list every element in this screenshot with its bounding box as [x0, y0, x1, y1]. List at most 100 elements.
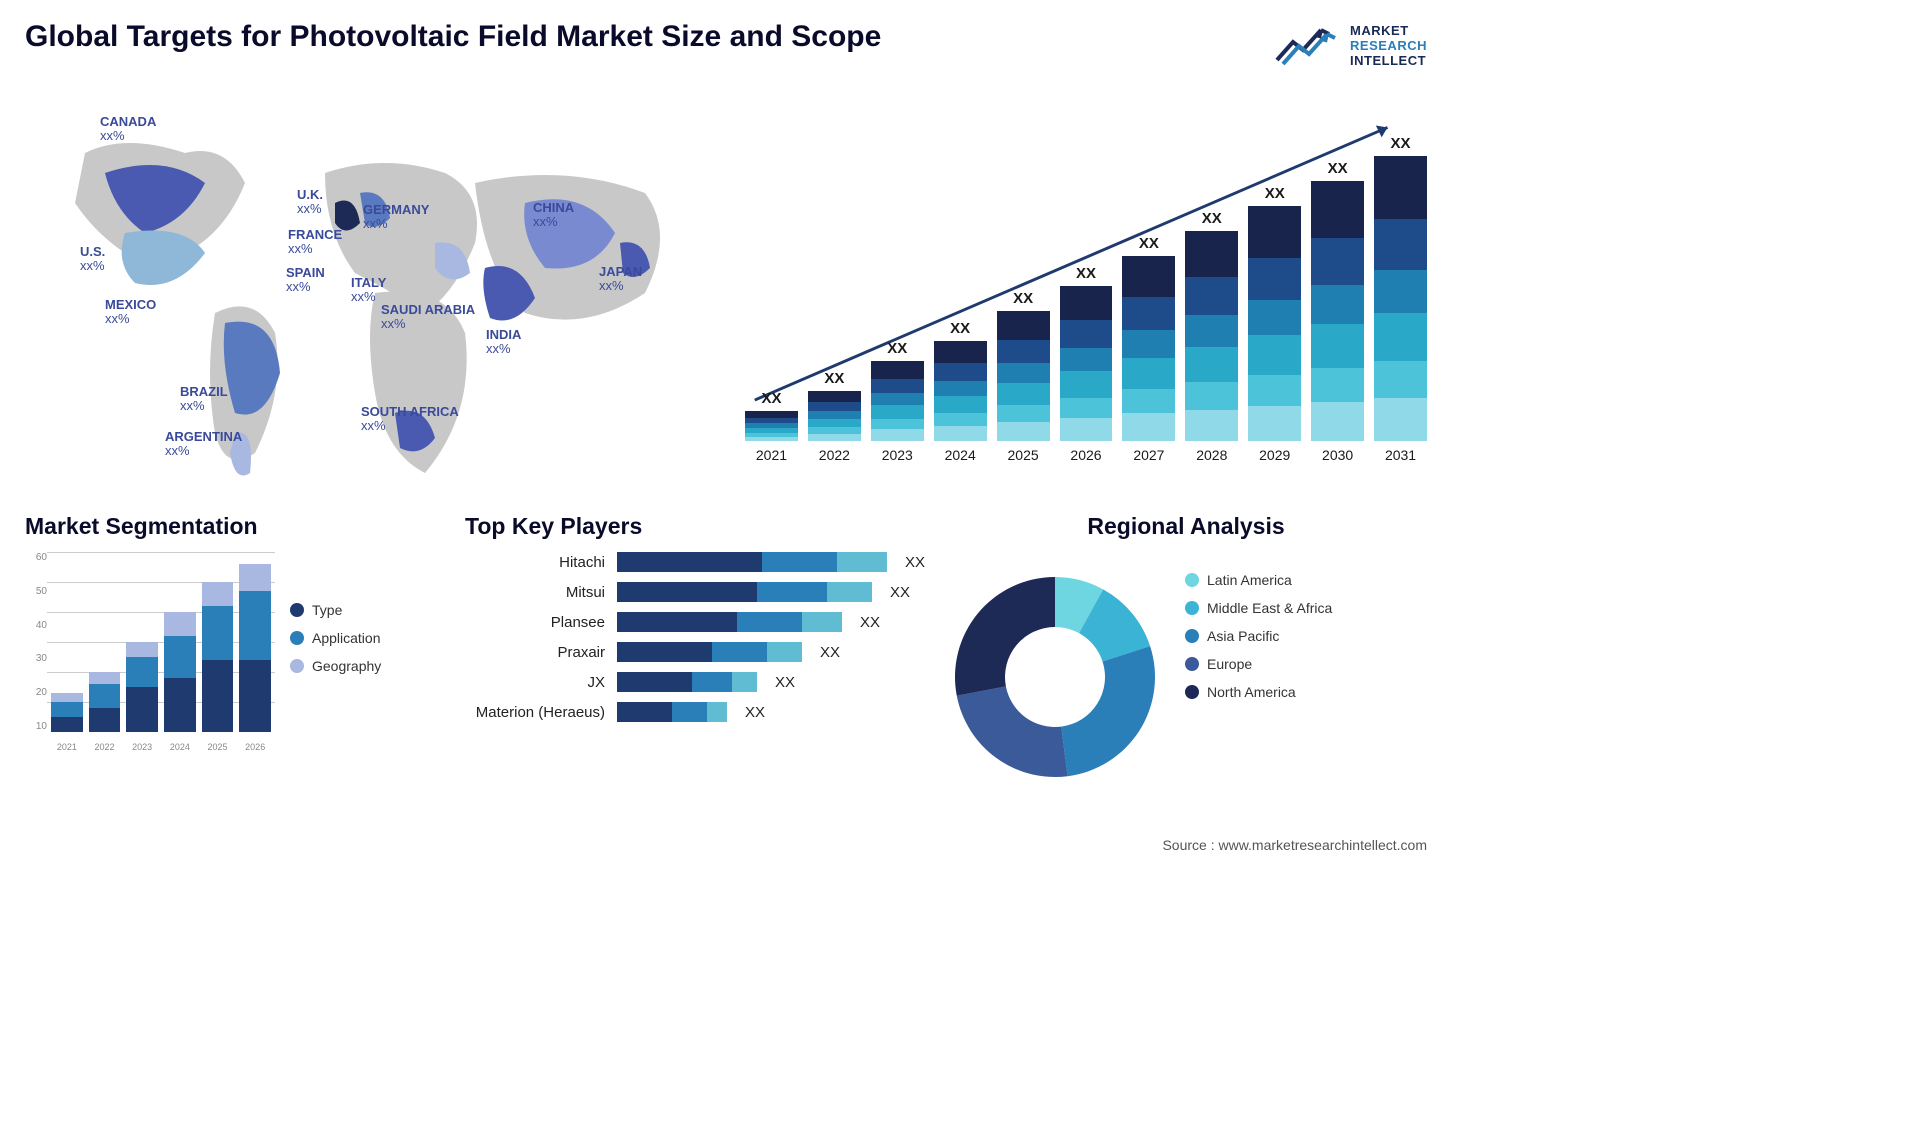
- growth-bar-label: XX: [1076, 265, 1096, 282]
- country-label: U.S.xx%: [80, 245, 105, 274]
- logo-text: MARKET RESEARCH INTELLECT: [1350, 24, 1427, 69]
- players-section: Top Key Players HitachiXXMitsuiXXPlansee…: [465, 513, 925, 787]
- player-row: Praxair XX: [465, 642, 925, 662]
- legend-item: Type: [290, 602, 381, 618]
- legend-item: Geography: [290, 658, 381, 674]
- legend-item: Asia Pacific: [1185, 628, 1332, 644]
- growth-bar-label: XX: [950, 320, 970, 337]
- segmentation-bar: [89, 672, 121, 732]
- country-label: U.K.xx%: [297, 188, 323, 217]
- country-label: GERMANYxx%: [363, 203, 429, 232]
- country-label: CHINAxx%: [533, 201, 574, 230]
- growth-bar: XX 2025: [997, 290, 1050, 463]
- growth-bar: XX 2022: [808, 370, 861, 463]
- growth-bar-year: 2025: [1008, 447, 1039, 463]
- growth-bar: XX 2029: [1248, 185, 1301, 463]
- legend-item: North America: [1185, 684, 1332, 700]
- growth-bar-year: 2022: [819, 447, 850, 463]
- regional-legend: Latin America Middle East & Africa Asia Pa…: [1185, 552, 1332, 712]
- country-label: ARGENTINAxx%: [165, 430, 242, 459]
- growth-bar: XX 2024: [934, 320, 987, 463]
- player-value: XX: [745, 704, 765, 721]
- growth-bar-year: 2029: [1259, 447, 1290, 463]
- growth-bar-label: XX: [1391, 135, 1411, 152]
- logo-line2: RESEARCH: [1350, 39, 1427, 54]
- player-row: Plansee XX: [465, 612, 925, 632]
- regional-title: Regional Analysis: [945, 513, 1427, 540]
- segmentation-bar: [51, 693, 83, 732]
- growth-bar-year: 2031: [1385, 447, 1416, 463]
- growth-bar: XX 2021: [745, 390, 798, 463]
- growth-bar-year: 2024: [945, 447, 976, 463]
- legend-item: Europe: [1185, 656, 1332, 672]
- segmentation-bar: [164, 612, 196, 732]
- player-row: Materion (Heraeus) XX: [465, 702, 925, 722]
- player-name: Praxair: [465, 644, 605, 661]
- country-label: SAUDI ARABIAxx%: [381, 303, 475, 332]
- players-title: Top Key Players: [465, 513, 925, 540]
- country-label: SOUTH AFRICAxx%: [361, 405, 459, 434]
- segmentation-bar: [202, 582, 234, 732]
- country-label: JAPANxx%: [599, 265, 642, 294]
- player-name: Plansee: [465, 614, 605, 631]
- player-value: XX: [860, 614, 880, 631]
- logo-icon: [1275, 20, 1340, 73]
- segmentation-legend: Type Application Geography: [290, 552, 381, 752]
- legend-item: Latin America: [1185, 572, 1332, 588]
- growth-bar: XX 2031: [1374, 135, 1427, 463]
- growth-bar-year: 2021: [756, 447, 787, 463]
- segmentation-section: Market Segmentation 605040302010 2021202…: [25, 513, 445, 787]
- legend-item: Application: [290, 630, 381, 646]
- country-label: SPAINxx%: [286, 266, 325, 295]
- regional-section: Regional Analysis Latin America Middle Ea…: [945, 513, 1427, 787]
- growth-chart: XX2021XX2022XX2023XX2024XX2025XX2026XX20…: [745, 108, 1427, 488]
- growth-bar-year: 2023: [882, 447, 913, 463]
- logo: MARKET RESEARCH INTELLECT: [1275, 20, 1427, 73]
- growth-bar-year: 2026: [1070, 447, 1101, 463]
- player-name: Materion (Heraeus): [465, 704, 605, 721]
- growth-bar: XX 2023: [871, 340, 924, 463]
- growth-bar-year: 2027: [1133, 447, 1164, 463]
- donut-chart: [945, 567, 1165, 787]
- growth-bar-label: XX: [761, 390, 781, 407]
- player-name: Mitsui: [465, 584, 605, 601]
- segmentation-chart: 605040302010 202120222023202420252026: [25, 552, 275, 752]
- growth-bar-label: XX: [1265, 185, 1285, 202]
- country-label: BRAZILxx%: [180, 385, 228, 414]
- country-label: FRANCExx%: [288, 228, 342, 257]
- logo-line3: INTELLECT: [1350, 54, 1427, 69]
- growth-bar-year: 2030: [1322, 447, 1353, 463]
- segmentation-title: Market Segmentation: [25, 513, 445, 540]
- segmentation-bar: [239, 564, 271, 732]
- growth-bar: XX 2028: [1185, 210, 1238, 463]
- growth-bar-label: XX: [887, 340, 907, 357]
- growth-bar-label: XX: [1013, 290, 1033, 307]
- growth-bar: XX 2026: [1060, 265, 1113, 463]
- player-name: JX: [465, 674, 605, 691]
- world-map: CANADAxx% U.S.xx%MEXICOxx% BRAZILxx% ARGENT…: [25, 93, 705, 493]
- donut-slice: [955, 577, 1055, 696]
- logo-line1: MARKET: [1350, 24, 1427, 39]
- growth-bar-label: XX: [1202, 210, 1222, 227]
- source: Source : www.marketresearchintellect.com: [1162, 837, 1427, 853]
- segmentation-bar: [126, 642, 158, 732]
- growth-bar-label: XX: [824, 370, 844, 387]
- country-label: ITALYxx%: [351, 276, 386, 305]
- donut-slice: [957, 686, 1068, 777]
- player-value: XX: [775, 674, 795, 691]
- country-label: CANADAxx%: [100, 115, 156, 144]
- player-name: Hitachi: [465, 554, 605, 571]
- player-row: HitachiXX: [465, 552, 925, 572]
- player-row: Mitsui XX: [465, 582, 925, 602]
- growth-bar-year: 2028: [1196, 447, 1227, 463]
- player-value: XX: [890, 584, 910, 601]
- donut-slice: [1061, 646, 1155, 776]
- page-title: Global Targets for Photovoltaic Field Ma…: [25, 20, 881, 54]
- country-label: MEXICOxx%: [105, 298, 156, 327]
- player-row: JX XX: [465, 672, 925, 692]
- player-value: XX: [820, 644, 840, 661]
- growth-bar: XX2030: [1311, 160, 1364, 463]
- growth-bar-label: XX: [1139, 235, 1159, 252]
- legend-item: Middle East & Africa: [1185, 600, 1332, 616]
- country-label: INDIAxx%: [486, 328, 521, 357]
